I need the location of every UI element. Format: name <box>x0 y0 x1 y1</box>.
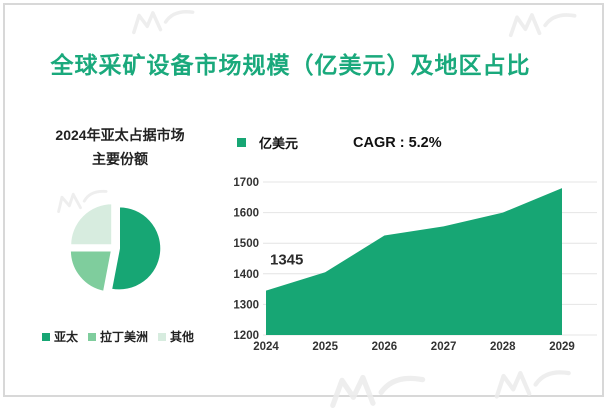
svg-text:1300: 1300 <box>233 299 259 311</box>
watermark <box>132 10 195 35</box>
svg-text:1700: 1700 <box>233 177 259 189</box>
svg-text:2027: 2027 <box>431 341 457 353</box>
legend-swatch-apac-icon <box>41 332 50 341</box>
watermark <box>494 370 571 399</box>
chart-card: 全球采矿设备市场规模（亿美元）及地区占比 2024年亚太占据市场 主要份额 亚太… <box>3 3 604 408</box>
area-chart: 1200 1300 1400 1500 1600 1700 2024 2025 2026 2027… <box>233 177 597 353</box>
series-legend-swatch-icon <box>237 138 246 147</box>
watermark <box>57 189 108 214</box>
series-legend-label: 亿美元 <box>259 136 299 151</box>
pie-legend-item-apac: 亚太 <box>41 328 78 345</box>
cagr-label: CAGR : 5.2% <box>353 134 442 151</box>
watermark <box>330 374 426 408</box>
area-chart-header: 亿美元 CAGR : 5.2% <box>237 133 442 152</box>
svg-text:1345: 1345 <box>270 252 303 269</box>
pie-chart <box>68 202 163 293</box>
pie-subtitle-line1: 2024年亚太占据市场 <box>55 127 185 143</box>
legend-swatch-other-icon <box>158 332 166 341</box>
figure-title: 全球采矿设备市场规模（亿美元）及地区占比 <box>50 52 531 78</box>
watermark <box>508 13 577 38</box>
legend-swatch-latam-icon <box>87 332 96 341</box>
pie-legend: 亚太 拉丁美洲 其他 <box>22 328 214 345</box>
svg-text:2028: 2028 <box>490 341 516 353</box>
svg-text:2024: 2024 <box>253 341 279 353</box>
pie-legend-item-latam: 拉丁美洲 <box>87 328 148 345</box>
pie-subtitle: 2024年亚太占据市场 主要份额 <box>25 124 215 172</box>
pie-legend-label-other: 其他 <box>170 330 195 344</box>
pie-legend-item-other: 其他 <box>158 328 194 345</box>
svg-text:2029: 2029 <box>549 341 575 353</box>
svg-text:1200: 1200 <box>233 330 259 342</box>
pie-legend-label-apac: 亚太 <box>53 330 78 344</box>
svg-text:1400: 1400 <box>233 269 259 281</box>
pie-subtitle-line2: 主要份额 <box>92 150 148 167</box>
svg-text:1600: 1600 <box>233 208 259 220</box>
pie-legend-label-latam: 拉丁美洲 <box>99 330 148 344</box>
svg-text:2026: 2026 <box>372 341 398 353</box>
svg-text:2025: 2025 <box>312 341 338 353</box>
svg-text:1500: 1500 <box>233 238 259 250</box>
